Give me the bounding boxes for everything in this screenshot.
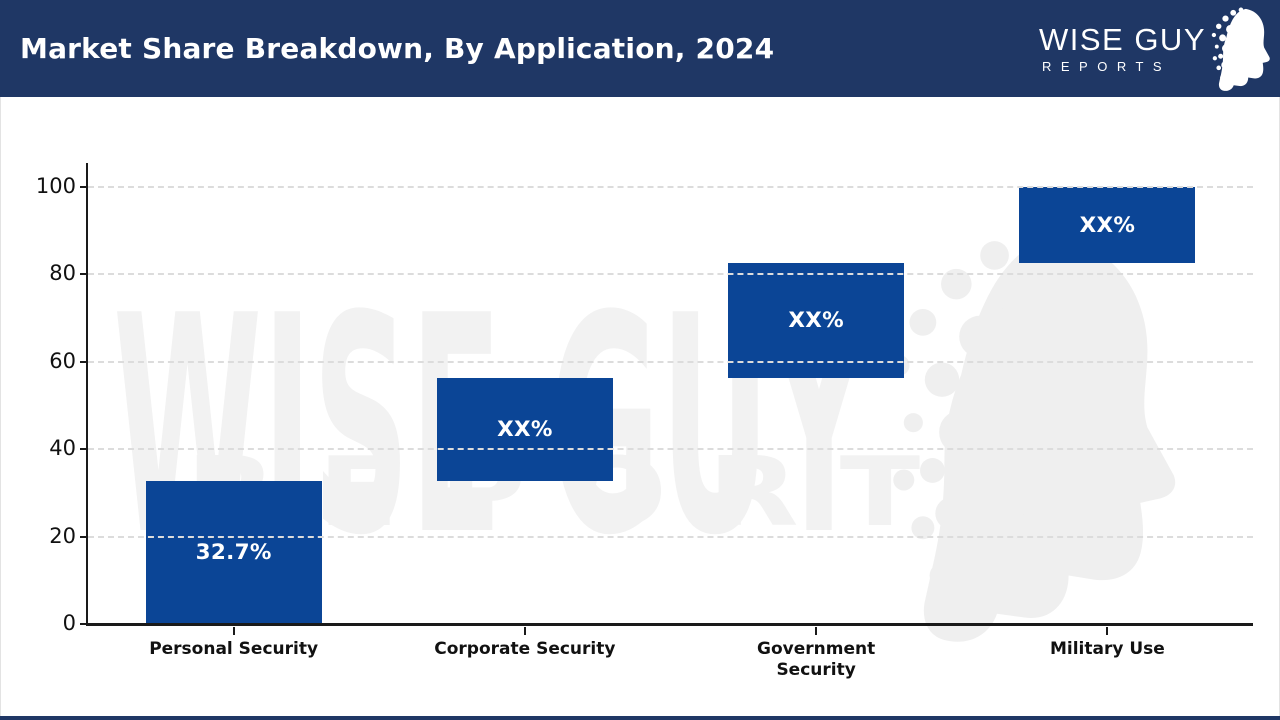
footer-strip [0, 716, 1280, 720]
wiseguy-logo: WISE GUY REPORTS [1039, 4, 1270, 94]
gridline [88, 448, 1253, 451]
logo-text: WISE GUY REPORTS [1038, 22, 1206, 75]
y-axis-tick [80, 623, 88, 625]
x-category-label: Personal Security [149, 639, 319, 659]
y-axis-tick [80, 448, 88, 451]
x-axis-tick [815, 627, 818, 635]
logo-subtitle: REPORTS [1041, 59, 1172, 74]
x-axis-tick [1106, 627, 1109, 635]
watermark-head-icon [863, 222, 1193, 652]
header-bar: Market Share Breakdown, By Application, … [0, 0, 1280, 97]
bar-value-label: 32.7% [195, 540, 272, 566]
gridline [88, 273, 1253, 276]
gridline [88, 186, 1253, 188]
x-axis-tick [523, 627, 526, 635]
y-axis-tick [80, 360, 88, 363]
y-tick-label: 80 [49, 261, 76, 286]
y-tick-label: 20 [49, 523, 76, 548]
bar: 32.7% [145, 481, 322, 624]
x-axis-line [86, 623, 1253, 626]
y-axis-tick [80, 186, 88, 188]
y-axis-tick [80, 273, 88, 276]
bar-value-label: XX% [1079, 212, 1136, 238]
gridline [88, 360, 1253, 363]
y-axis-line [86, 163, 88, 626]
bar-value-label: XX% [497, 416, 553, 442]
y-tick-label: 100 [35, 174, 76, 198]
y-axis-tick [80, 535, 88, 538]
wiseguy-head-icon [1210, 6, 1270, 93]
bar: XX% [728, 263, 905, 378]
x-category-label: Government Security [757, 639, 876, 680]
y-tick-label: 40 [49, 436, 76, 461]
bar: XX% [1019, 187, 1196, 264]
y-tick-label: 60 [49, 348, 76, 373]
gridline [88, 535, 1253, 538]
x-category-label: Corporate Security [434, 639, 616, 659]
x-category-label: Military Use [1049, 639, 1165, 659]
y-tick-label: 0 [62, 611, 76, 635]
logo-wordmark: WISE GUY [1038, 22, 1206, 57]
x-axis-tick [232, 627, 235, 635]
bar-value-label: XX% [788, 307, 844, 333]
page-title: Market Share Breakdown, By Application, … [20, 32, 775, 65]
bar: XX% [436, 377, 613, 482]
